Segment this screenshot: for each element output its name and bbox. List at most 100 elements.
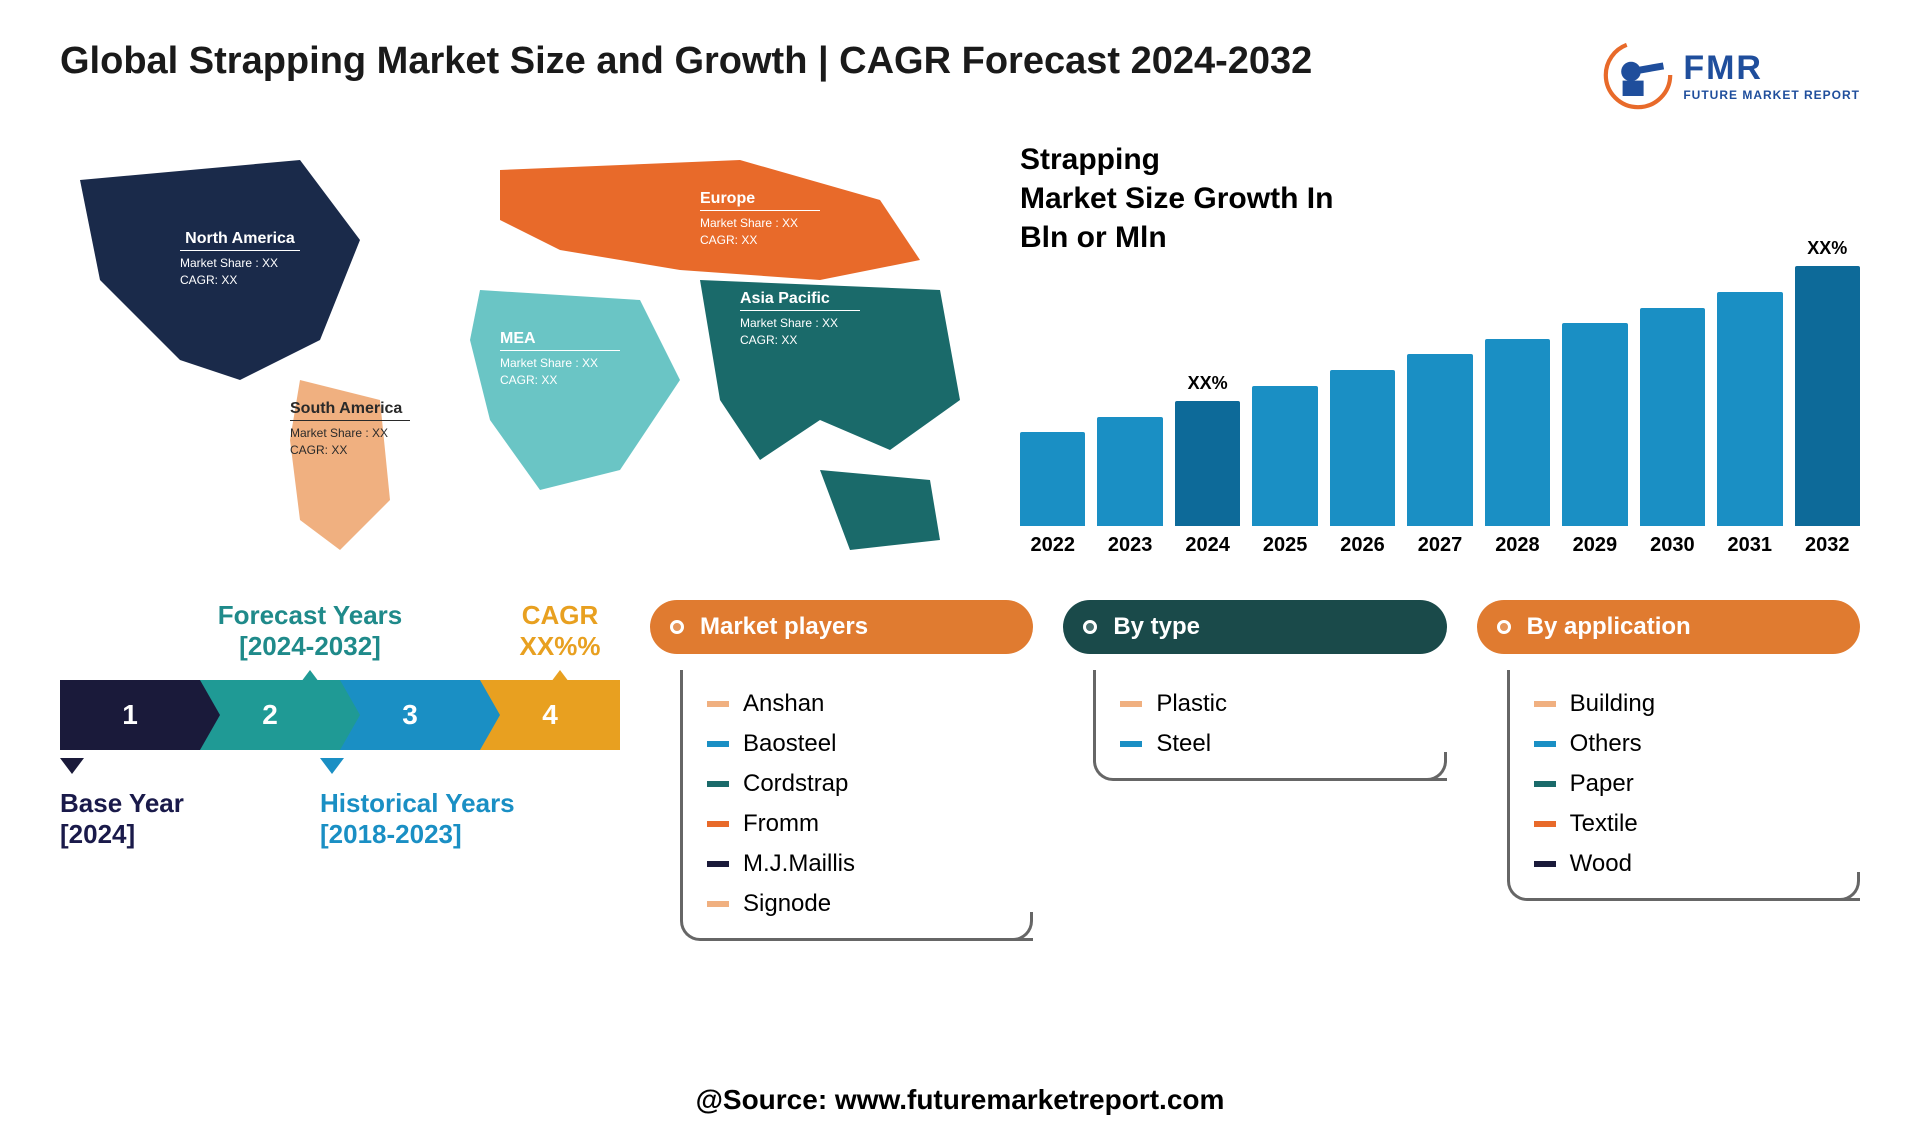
by-type-pill: By type: [1063, 600, 1446, 654]
chevron-3: 3: [340, 680, 480, 750]
list-item-label: Steel: [1156, 730, 1211, 758]
bar: [1640, 308, 1705, 526]
bar: [1330, 370, 1395, 526]
logo-sub-text: FUTURE MARKET REPORT: [1683, 88, 1860, 102]
list-item: Cordstrap: [707, 764, 1033, 804]
list-item-label: Baosteel: [743, 730, 836, 758]
list-item-label: Wood: [1570, 850, 1632, 878]
dash-icon: [707, 781, 729, 787]
bar-year-label: 2025: [1263, 534, 1308, 557]
source-text: @Source: www.futuremarketreport.com: [696, 1084, 1225, 1116]
dash-icon: [707, 741, 729, 747]
list-item: Plastic: [1120, 684, 1446, 724]
list-item-label: Paper: [1570, 770, 1634, 798]
dash-icon: [707, 701, 729, 707]
list-item-label: Cordstrap: [743, 770, 848, 798]
region-na-label: North America Market Share : XX CAGR: XX: [180, 230, 300, 289]
bar-wrap: 2029: [1562, 323, 1627, 557]
bar-top-label: XX%: [1807, 238, 1847, 259]
list-item: Wood: [1534, 844, 1860, 884]
market-players-col: Market players Anshan Baosteel Cordstrap Fr…: [650, 600, 1033, 941]
bar: [1562, 323, 1627, 526]
region-sa-label: South America Market Share : XX CAGR: XX: [290, 400, 410, 459]
list-item-label: Others: [1570, 730, 1642, 758]
bar: [1020, 432, 1085, 526]
bar-year-label: 2023: [1108, 534, 1153, 557]
list-item: Paper: [1534, 764, 1860, 804]
world-map: North America Market Share : XX CAGR: XX…: [60, 140, 980, 560]
market-players-pill: Market players: [650, 600, 1033, 654]
list-item: M.J.Maillis: [707, 844, 1033, 884]
list-item: Baosteel: [707, 724, 1033, 764]
list-item: Building: [1534, 684, 1860, 724]
bar-wrap: XX% 2024: [1175, 401, 1240, 557]
dash-icon: [707, 861, 729, 867]
bar: XX%: [1795, 266, 1860, 526]
bar-year-label: 2031: [1728, 534, 1773, 557]
dash-icon: [707, 821, 729, 827]
bar-wrap: 2030: [1640, 308, 1705, 557]
bar-year-label: 2028: [1495, 534, 1540, 557]
chevron-2: 2: [200, 680, 340, 750]
logo-icon: [1603, 40, 1673, 110]
by-application-col: By application Building Others Paper Textil…: [1477, 600, 1860, 901]
bar-wrap: 2022: [1020, 432, 1085, 557]
bar: [1252, 386, 1317, 526]
page-title: Global Strapping Market Size and Growth …: [60, 40, 1312, 83]
bar: [1485, 339, 1550, 526]
bar-year-label: 2030: [1650, 534, 1695, 557]
bar-year-label: 2027: [1418, 534, 1463, 557]
chevron-4: 4: [480, 680, 620, 750]
bar-year-label: 2029: [1573, 534, 1618, 557]
timeline: Forecast Years [2024-2032] CAGR XX%% 1 2…: [60, 600, 620, 750]
by-application-pill: By application: [1477, 600, 1860, 654]
chevron-1: 1: [60, 680, 200, 750]
list-item-label: Fromm: [743, 810, 819, 838]
dash-icon: [1120, 701, 1142, 707]
bar-wrap: 2026: [1330, 370, 1395, 557]
list-item-label: M.J.Maillis: [743, 850, 855, 878]
chart-title-l2: Market Size Growth In: [1020, 179, 1860, 218]
bar-year-label: 2024: [1185, 534, 1230, 557]
bar-wrap: 2028: [1485, 339, 1550, 557]
by-type-col: By type Plastic Steel: [1063, 600, 1446, 781]
list-item: Textile: [1534, 804, 1860, 844]
list-item-label: Signode: [743, 890, 831, 918]
logo: FMR FUTURE MARKET REPORT: [1603, 40, 1860, 110]
region-eu-label: Europe Market Share : XX CAGR: XX: [700, 190, 820, 249]
dash-icon: [1534, 741, 1556, 747]
dash-icon: [1534, 781, 1556, 787]
bar-year-label: 2022: [1030, 534, 1075, 557]
dash-icon: [1120, 741, 1142, 747]
list-item: Others: [1534, 724, 1860, 764]
bar-wrap: XX% 2032: [1795, 266, 1860, 557]
chart-title-l3: Bln or Mln: [1020, 218, 1860, 257]
dash-icon: [1534, 821, 1556, 827]
bar-year-label: 2032: [1805, 534, 1850, 557]
bar-wrap: 2027: [1407, 354, 1472, 557]
list-item-label: Textile: [1570, 810, 1638, 838]
bar-wrap: 2023: [1097, 417, 1162, 557]
base-year-label: Base Year [2024]: [60, 756, 184, 850]
dash-icon: [707, 901, 729, 907]
bar-year-label: 2026: [1340, 534, 1385, 557]
list-item: Signode: [707, 884, 1033, 924]
region-mea-label: MEA Market Share : XX CAGR: XX: [500, 330, 620, 389]
region-ap-label: Asia Pacific Market Share : XX CAGR: XX: [740, 290, 860, 349]
bar-wrap: 2025: [1252, 386, 1317, 557]
dash-icon: [1534, 861, 1556, 867]
bar-top-label: XX%: [1188, 373, 1228, 394]
bar: [1407, 354, 1472, 526]
bar-wrap: 2031: [1717, 292, 1782, 557]
list-item-label: Building: [1570, 690, 1655, 718]
logo-fmr-text: FMR: [1683, 49, 1860, 88]
list-item: Anshan: [707, 684, 1033, 724]
bar: [1097, 417, 1162, 526]
bar: [1717, 292, 1782, 526]
historical-label: Historical Years [2018-2023]: [320, 756, 515, 850]
dash-icon: [1534, 701, 1556, 707]
chart-title-l1: Strapping: [1020, 140, 1860, 179]
list-item: Fromm: [707, 804, 1033, 844]
list-item-label: Anshan: [743, 690, 824, 718]
bar: XX%: [1175, 401, 1240, 526]
